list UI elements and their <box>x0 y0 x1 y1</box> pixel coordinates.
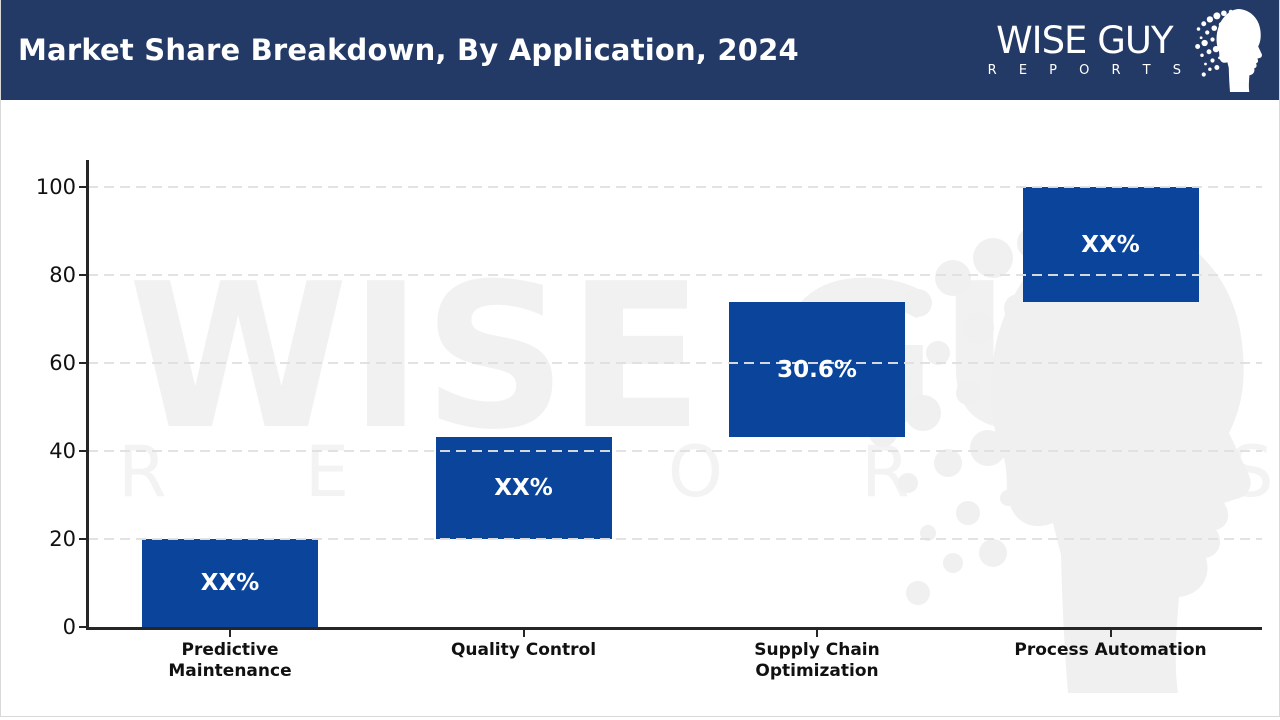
y-tick-label-0: 0 <box>62 615 76 639</box>
x-tick-supply-chain-optimization <box>816 630 818 637</box>
x-category-label-line: Process Automation <box>1014 640 1207 660</box>
y-tick-100 <box>79 186 86 188</box>
x-tick-predictive-maintenance <box>229 630 231 637</box>
x-category-label-line: Maintenance <box>168 661 292 681</box>
x-category-label-line: Optimization <box>755 661 879 681</box>
x-category-label-predictive-maintenance: Predictive Maintenance <box>85 640 375 682</box>
header-bar: Market Share Breakdown, By Application, … <box>0 0 1280 100</box>
gridline-40 <box>88 450 1262 452</box>
x-category-label-line: Predictive <box>181 640 279 660</box>
y-tick-80 <box>79 274 86 276</box>
gridline-80 <box>88 274 1262 276</box>
y-tick-20 <box>79 538 86 540</box>
bar-value-label-predictive-maintenance: XX% <box>200 570 260 596</box>
watermark-reports-text: R E P O R T S <box>118 431 1280 513</box>
x-tick-quality-control <box>522 630 525 637</box>
wise-guy-reports-logo: WISE GUY R E P O R T S <box>979 4 1268 96</box>
y-tick-label-40: 40 <box>49 439 76 463</box>
x-category-label-supply-chain-optimization: Supply Chain Optimization <box>672 640 962 682</box>
bar-predictive-maintenance <box>142 539 318 627</box>
bar-value-label-quality-control: XX% <box>494 474 553 501</box>
x-axis-line <box>86 627 1262 630</box>
y-tick-label-100: 100 <box>35 175 76 199</box>
x-category-label-line: Supply Chain <box>754 640 880 660</box>
y-tick-0 <box>79 626 86 628</box>
logo-text: WISE GUY R E P O R T S <box>979 21 1190 79</box>
watermark-wiseguy-text: WISE GU <box>128 241 1100 474</box>
bar-value-label-supply-chain-optimization: 30.6% <box>777 356 857 383</box>
bar-quality-control <box>435 436 612 539</box>
y-axis-line <box>86 160 89 630</box>
bar-value-label-process-automation: XX% <box>1081 231 1140 258</box>
y-tick-label-60: 60 <box>49 351 76 375</box>
x-tick-process-automation <box>1109 630 1112 637</box>
chart-title: Market Share Breakdown, By Application, … <box>18 33 799 67</box>
gridline-60 <box>88 362 1262 364</box>
y-tick-60 <box>79 362 86 364</box>
bar-supply-chain-optimization <box>729 302 905 437</box>
logo-reports-text: R E P O R T S <box>987 63 1190 78</box>
x-category-label-quality-control: Quality Control <box>379 640 669 661</box>
x-category-label-process-automation: Process Automation <box>966 640 1256 661</box>
y-tick-40 <box>79 450 86 452</box>
x-category-label-line: Quality Control <box>450 640 597 660</box>
gridline-100 <box>88 186 1262 188</box>
y-tick-label-20: 20 <box>49 527 76 551</box>
logo-wiseguy-text: WISE GUY <box>996 19 1173 62</box>
logo-face-icon <box>1195 9 1262 92</box>
y-tick-label-80: 80 <box>49 263 76 287</box>
gridline-20 <box>88 538 1262 540</box>
